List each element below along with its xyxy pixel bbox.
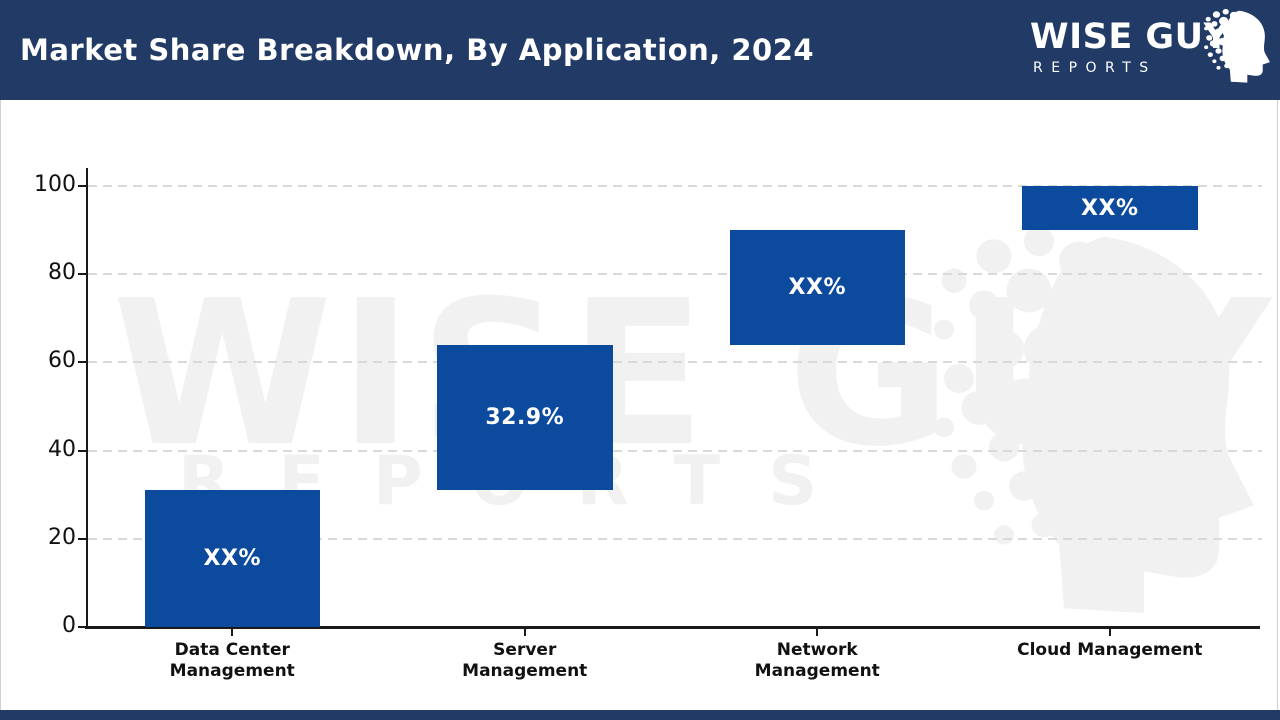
bar-value-label: XX% — [788, 275, 846, 301]
brand-head-icon — [1204, 8, 1270, 83]
y-tick-mark-20 — [78, 537, 86, 540]
category-label-text: Network Management — [754, 640, 880, 682]
category-label-network-management: Network Management — [671, 640, 964, 683]
gridline-60 — [88, 361, 1262, 364]
y-axis-line — [86, 168, 88, 629]
gridline-20 — [88, 537, 1262, 540]
bar-network-management: XX% — [729, 230, 905, 346]
y-tick-mark-80 — [78, 273, 86, 276]
x-tick-mark-cloud-management — [1108, 629, 1111, 636]
x-tick-mark-data-center-management — [231, 629, 234, 636]
panel-border-left — [0, 100, 1, 710]
watermark-head-icon — [934, 226, 1254, 614]
header-bar: Market Share Breakdown, By Application, … — [0, 0, 1280, 100]
brand-logo-secondary: REPORTS — [1033, 60, 1157, 76]
y-tick-label-80: 80 — [48, 260, 76, 286]
bar-value-label: 32.9% — [485, 405, 565, 431]
footer-bar — [0, 710, 1280, 720]
gridline-40 — [88, 449, 1262, 452]
gridline-80 — [88, 273, 1262, 276]
category-label-text: Server Management — [462, 640, 588, 682]
bar-value-label: XX% — [203, 546, 261, 572]
brand-logo-text: WISE GUY REPORTS — [1030, 17, 1230, 77]
x-tick-mark-server-management — [523, 629, 526, 636]
x-tick-mark-network-management — [816, 629, 819, 636]
brand-logo: WISE GUY REPORTS — [1030, 8, 1270, 92]
page-title: Market Share Breakdown, By Application, … — [20, 33, 815, 67]
y-tick-mark-60 — [78, 361, 86, 364]
category-label-text: Cloud Management — [1017, 640, 1203, 660]
panel-border-right — [1277, 100, 1278, 710]
y-tick-mark-0 — [78, 626, 86, 628]
brand-logo-primary: WISE GUY — [1030, 17, 1230, 57]
bar-cloud-management: XX% — [1022, 186, 1198, 231]
category-label-cloud-management: Cloud Management — [964, 640, 1257, 661]
category-label-data-center-management: Data Center Management — [86, 640, 379, 683]
bar-server-management: 32.9% — [437, 345, 613, 491]
y-tick-mark-40 — [78, 449, 86, 452]
y-tick-label-40: 40 — [48, 436, 76, 462]
y-tick-label-0: 0 — [62, 613, 76, 638]
category-label-server-management: Server Management — [379, 640, 672, 683]
y-tick-mark-100 — [78, 185, 86, 187]
y-tick-label-60: 60 — [48, 348, 76, 374]
category-label-text: Data Center Management — [169, 640, 295, 682]
bar-value-label: XX% — [1081, 195, 1139, 221]
bar-data-center-management: XX% — [144, 490, 320, 627]
y-tick-label-100: 100 — [34, 172, 76, 197]
y-tick-label-20: 20 — [48, 524, 76, 550]
gridline-100 — [88, 185, 1262, 187]
x-axis-line — [85, 626, 1260, 629]
